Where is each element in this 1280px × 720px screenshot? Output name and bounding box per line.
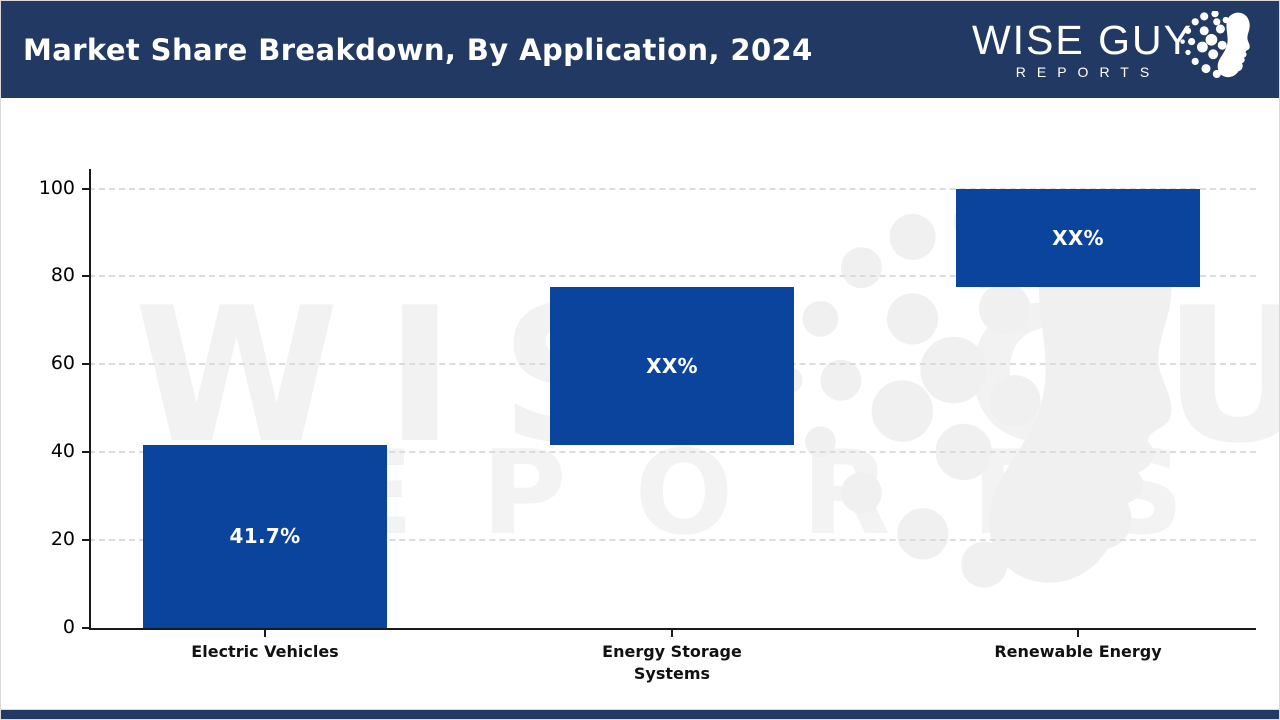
bar-value-label: 41.7%: [229, 524, 301, 549]
bar-electric-vehicles: 41.7%: [143, 444, 387, 628]
gridline-y-20: [89, 539, 1256, 542]
bar-value-label: XX%: [1052, 226, 1104, 251]
bar-renewable-energy: XX%: [956, 188, 1200, 288]
gridline-y-80: [89, 275, 1256, 278]
y-axis-tick-label: 100: [38, 176, 75, 199]
logo-wordmark: WISE GUY: [971, 16, 1193, 63]
x-tick-mark: [1077, 630, 1079, 637]
y-axis-tick-label: 40: [50, 440, 75, 463]
y-tick-mark: [82, 451, 89, 454]
y-axis-tick-label: 0: [62, 616, 75, 638]
x-tick-mark: [264, 630, 266, 637]
y-tick-mark: [82, 539, 89, 542]
y-tick-mark: [82, 187, 89, 190]
y-axis-line: [89, 169, 91, 630]
page-title: Market Share Breakdown, By Application, …: [23, 32, 813, 67]
y-tick-mark: [82, 363, 89, 366]
y-tick-mark: [82, 627, 89, 629]
y-axis-tick-label: 80: [50, 264, 75, 287]
gridline-y-100: [89, 187, 1256, 190]
x-axis-category-label: Electric Vehicles: [191, 642, 339, 661]
x-axis-category-label: Renewable Energy: [994, 642, 1162, 661]
x-tick-mark: [671, 630, 673, 637]
y-axis-tick-label: 20: [50, 528, 75, 551]
x-axis-line: [89, 628, 1256, 630]
bar-energy-storage-systems: XX%: [550, 287, 794, 445]
header-bar: Market Share Breakdown, By Application, …: [1, 1, 1279, 98]
y-axis-tick-label: 60: [50, 352, 75, 375]
bar-value-label: XX%: [646, 354, 698, 379]
gridline-y-40: [89, 451, 1256, 454]
brand-logo-text: WISE GUY REPORTS: [971, 16, 1193, 80]
logo-subtext: REPORTS: [1015, 63, 1161, 80]
brand-logo: WISE GUY REPORTS: [971, 10, 1253, 83]
y-tick-mark: [82, 275, 89, 278]
logo-face-icon: [1180, 10, 1250, 78]
x-axis-category-label: Energy Storage Systems: [602, 642, 742, 683]
footer-bar: [1, 709, 1279, 719]
